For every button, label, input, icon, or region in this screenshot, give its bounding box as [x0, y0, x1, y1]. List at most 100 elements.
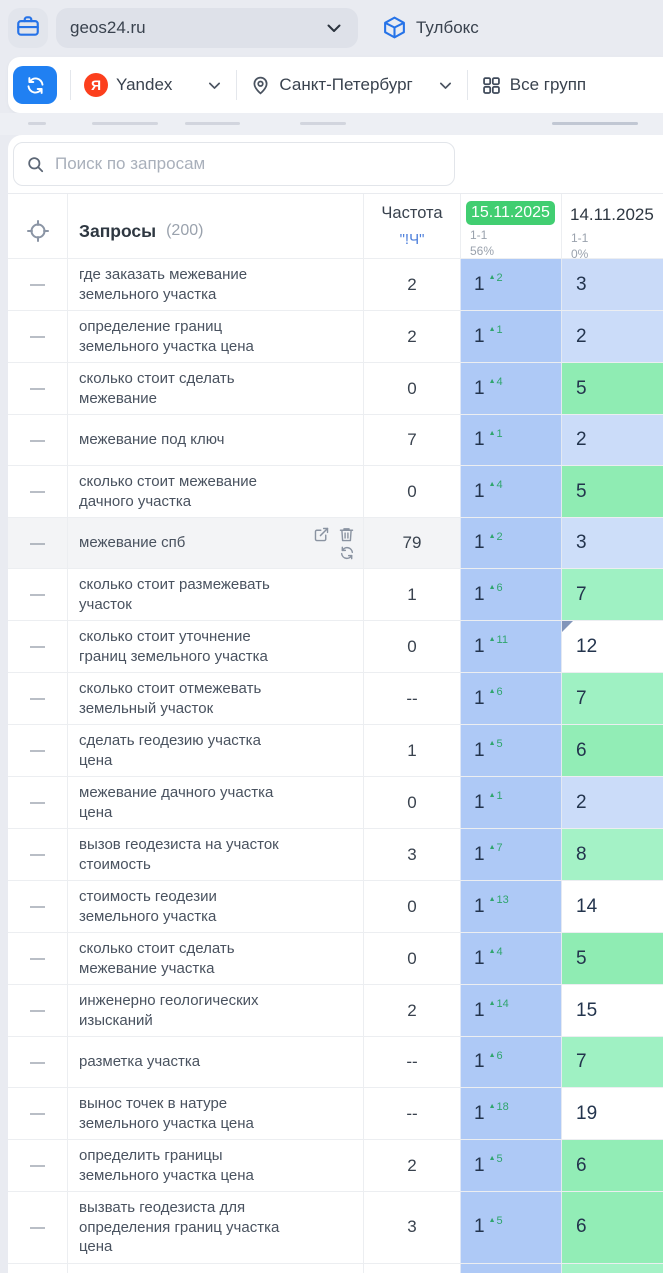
- project-selector[interactable]: geos24.ru: [56, 7, 358, 48]
- position-cell-current[interactable]: 1 ▲ 11: [460, 621, 561, 672]
- table-row[interactable]: — определение границ земельного участка …: [8, 310, 663, 362]
- position-cell-current[interactable]: 1 ▲ 6: [460, 1037, 561, 1087]
- table-row[interactable]: — межевание дачного участка цена 0 1 ▲ 1 …: [8, 776, 663, 828]
- row-select-dash[interactable]: —: [30, 846, 45, 863]
- groups-selector[interactable]: Все групп: [481, 75, 586, 96]
- query-cell[interactable]: вызов геодезиста на участок стоимость: [67, 829, 363, 880]
- position-cell-prev[interactable]: 3: [561, 259, 663, 310]
- toolbox-button[interactable]: Тулбокс: [382, 15, 479, 40]
- row-select-dash[interactable]: —: [30, 794, 45, 811]
- query-cell[interactable]: определение границ земельного участка це…: [67, 311, 363, 362]
- query-cell[interactable]: сколько стоит отмежевать земельный участ…: [67, 673, 363, 724]
- query-cell[interactable]: вызвать геодезиста для определения грани…: [67, 1192, 363, 1263]
- position-cell-current[interactable]: 1 ▲ 18: [460, 1088, 561, 1139]
- delete-icon[interactable]: [338, 526, 355, 543]
- date-column-header-current[interactable]: 15.11.2025 1-1 56%: [460, 194, 561, 263]
- query-cell[interactable]: услуги геодезиста цена в спб: [67, 1263, 363, 1273]
- position-cell-prev[interactable]: 14: [561, 881, 663, 932]
- row-select-dash[interactable]: —: [30, 1105, 45, 1122]
- table-row[interactable]: — где заказать межевание земельного учас…: [8, 258, 663, 310]
- position-cell-prev[interactable]: 8: [561, 1263, 663, 1273]
- refresh-icon[interactable]: [339, 545, 355, 561]
- position-cell-current[interactable]: 1 ▲ 5: [460, 1140, 561, 1191]
- position-cell-prev[interactable]: 19: [561, 1088, 663, 1139]
- row-select-dash[interactable]: —: [30, 431, 45, 449]
- table-row[interactable]: — разметка участка -- 1 ▲ 6 7: [8, 1036, 663, 1087]
- row-select-dash[interactable]: —: [30, 1157, 45, 1174]
- row-select-dash[interactable]: —: [30, 1053, 45, 1071]
- table-row[interactable]: — сколько стоит отмежевать земельный уча…: [8, 672, 663, 724]
- row-select-dash[interactable]: —: [30, 950, 45, 967]
- query-cell[interactable]: сколько стоит размежевать участок: [67, 569, 363, 620]
- query-cell[interactable]: сколько стоит сделать межевание участка: [67, 933, 363, 984]
- row-select-dash[interactable]: —: [30, 586, 45, 603]
- table-row[interactable]: — определить границы земельного участка …: [8, 1139, 663, 1191]
- position-cell-current[interactable]: 1 ▲ 4: [460, 466, 561, 517]
- update-positions-button[interactable]: [13, 66, 57, 104]
- projects-button[interactable]: [8, 7, 48, 48]
- table-row[interactable]: — сколько стоит уточнение границ земельн…: [8, 620, 663, 672]
- query-cell[interactable]: сколько стоит межевание дачного участка: [67, 466, 363, 517]
- open-in-serp-icon[interactable]: [313, 526, 330, 543]
- position-cell-current[interactable]: 1 ▲ 6: [460, 569, 561, 620]
- row-select-dash[interactable]: —: [30, 638, 45, 655]
- region-selector[interactable]: Санкт-Петербург: [250, 75, 453, 96]
- query-cell[interactable]: где заказать межевание земельного участк…: [67, 259, 363, 310]
- table-row[interactable]: — вызвать геодезиста для определения гра…: [8, 1191, 663, 1263]
- position-cell-current[interactable]: 1 ▲ 1: [460, 777, 561, 828]
- position-cell-prev[interactable]: 15: [561, 985, 663, 1036]
- position-cell-current[interactable]: 1 ▲ 4: [460, 363, 561, 414]
- position-cell-current[interactable]: 1 ▲ 5: [460, 725, 561, 776]
- position-cell-current[interactable]: 1 ▲ 5: [460, 1192, 561, 1263]
- query-cell[interactable]: разметка участка: [67, 1037, 363, 1087]
- row-select-dash[interactable]: —: [30, 328, 45, 345]
- query-cell[interactable]: инженерно геологических изысканий: [67, 985, 363, 1036]
- frequency-column-header[interactable]: Частота "!Ч": [363, 194, 460, 263]
- table-row[interactable]: — сколько стоит сделать межевание 0 1 ▲ 4…: [8, 362, 663, 414]
- search-input[interactable]: [55, 154, 442, 174]
- position-cell-prev[interactable]: 2: [561, 311, 663, 362]
- row-select-dash[interactable]: —: [30, 276, 45, 293]
- position-cell-prev[interactable]: 12: [561, 621, 663, 672]
- position-cell-current[interactable]: 1 ▲ 2: [460, 518, 561, 568]
- row-select-dash[interactable]: —: [30, 1002, 45, 1019]
- query-cell[interactable]: сколько стоит сделать межевание: [67, 363, 363, 414]
- position-cell-current[interactable]: 1 ▲7: [460, 1263, 561, 1273]
- query-cell[interactable]: межевание под ключ: [67, 415, 363, 465]
- position-cell-current[interactable]: 1 ▲ 4: [460, 933, 561, 984]
- position-cell-current[interactable]: 1 ▲ 1: [460, 311, 561, 362]
- position-cell-current[interactable]: 1 ▲ 1: [460, 415, 561, 465]
- table-row[interactable]: — сколько стоит размежевать участок 1 1 …: [8, 568, 663, 620]
- position-cell-prev[interactable]: 2: [561, 415, 663, 465]
- position-cell-prev[interactable]: 6: [561, 1140, 663, 1191]
- table-row[interactable]: — инженерно геологических изысканий 2 1 …: [8, 984, 663, 1036]
- position-cell-prev[interactable]: 5: [561, 466, 663, 517]
- position-cell-prev[interactable]: 7: [561, 673, 663, 724]
- row-select-dash[interactable]: —: [30, 690, 45, 707]
- position-cell-prev[interactable]: 6: [561, 725, 663, 776]
- position-cell-prev[interactable]: 6: [561, 1192, 663, 1263]
- queries-column-header[interactable]: Запросы (200): [67, 194, 363, 263]
- query-cell[interactable]: межевание дачного участка цена: [67, 777, 363, 828]
- position-cell-prev[interactable]: 8: [561, 829, 663, 880]
- row-select-dash[interactable]: —: [30, 534, 45, 552]
- position-cell-current[interactable]: 1 ▲ 6: [460, 673, 561, 724]
- date-column-header-prev[interactable]: 14.11.2025 1-1 0%: [561, 194, 663, 263]
- table-row[interactable]: — межевание спб 79 1 ▲ 2 3: [8, 517, 663, 568]
- table-row[interactable]: — межевание под ключ 7 1 ▲ 1 2: [8, 414, 663, 465]
- query-cell[interactable]: определить границы земельного участка це…: [67, 1140, 363, 1191]
- row-select-dash[interactable]: —: [30, 380, 45, 397]
- query-cell[interactable]: вынос точек в натуре земельного участка …: [67, 1088, 363, 1139]
- query-cell[interactable]: сколько стоит уточнение границ земельног…: [67, 621, 363, 672]
- row-select-dash[interactable]: —: [8, 1264, 67, 1273]
- row-select-dash[interactable]: —: [30, 742, 45, 759]
- table-row[interactable]: — стоимость геодезии земельного участка …: [8, 880, 663, 932]
- row-select-dash[interactable]: —: [30, 898, 45, 915]
- position-cell-prev[interactable]: 3: [561, 518, 663, 568]
- table-row[interactable]: — сделать геодезию участка цена 1 1 ▲ 5 6: [8, 724, 663, 776]
- table-row[interactable]: — вызов геодезиста на участок стоимость …: [8, 828, 663, 880]
- search-engine-selector[interactable]: Я Yandex: [84, 73, 223, 97]
- position-cell-prev[interactable]: 5: [561, 363, 663, 414]
- table-row[interactable]: — вынос точек в натуре земельного участк…: [8, 1087, 663, 1139]
- position-cell-prev[interactable]: 7: [561, 1037, 663, 1087]
